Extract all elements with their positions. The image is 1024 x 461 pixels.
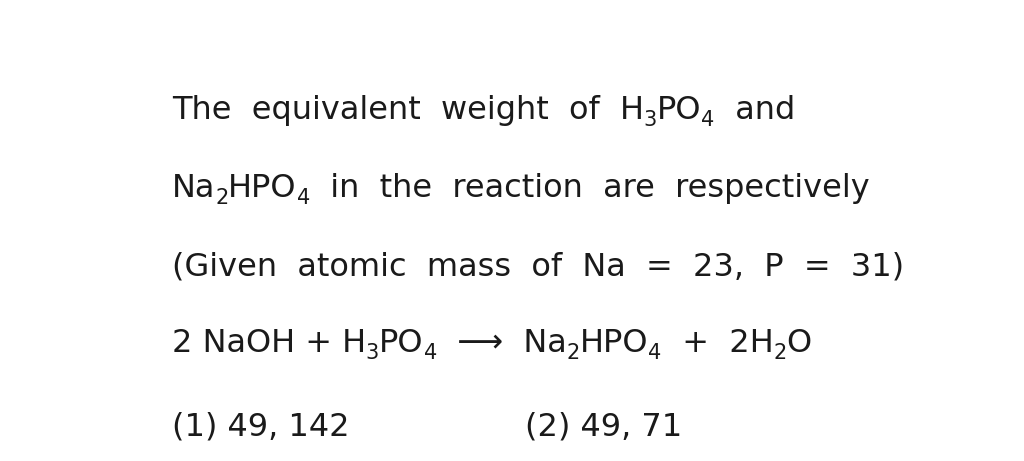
Text: (Given  atomic  mass  of  Na  =  23,  P  =  31): (Given atomic mass of Na = 23, P = 31) xyxy=(172,251,904,283)
Text: PO: PO xyxy=(379,328,424,359)
Text: and: and xyxy=(715,95,795,126)
Text: +  2H: + 2H xyxy=(662,328,773,359)
Text: 2: 2 xyxy=(566,343,580,363)
Text: PO: PO xyxy=(657,95,701,126)
Text: 4: 4 xyxy=(648,343,662,363)
Text: Na: Na xyxy=(172,173,215,204)
Text: 2: 2 xyxy=(215,188,228,208)
Text: (1) 49, 142: (1) 49, 142 xyxy=(172,411,349,442)
Text: 3: 3 xyxy=(644,110,657,130)
Text: ⟶  Na: ⟶ Na xyxy=(437,328,566,359)
Text: HPO: HPO xyxy=(228,173,297,204)
Text: 4: 4 xyxy=(701,110,715,130)
Text: 2: 2 xyxy=(773,343,786,363)
Text: O: O xyxy=(786,328,812,359)
Text: 4: 4 xyxy=(424,343,437,363)
Text: HPO: HPO xyxy=(580,328,648,359)
Text: 2 NaOH + H: 2 NaOH + H xyxy=(172,328,366,359)
Text: (2) 49, 71: (2) 49, 71 xyxy=(524,411,682,442)
Text: 3: 3 xyxy=(366,343,379,363)
Text: The  equivalent  weight  of  H: The equivalent weight of H xyxy=(172,95,644,126)
Text: in  the  reaction  are  respectively: in the reaction are respectively xyxy=(310,173,869,204)
Text: 4: 4 xyxy=(297,188,310,208)
